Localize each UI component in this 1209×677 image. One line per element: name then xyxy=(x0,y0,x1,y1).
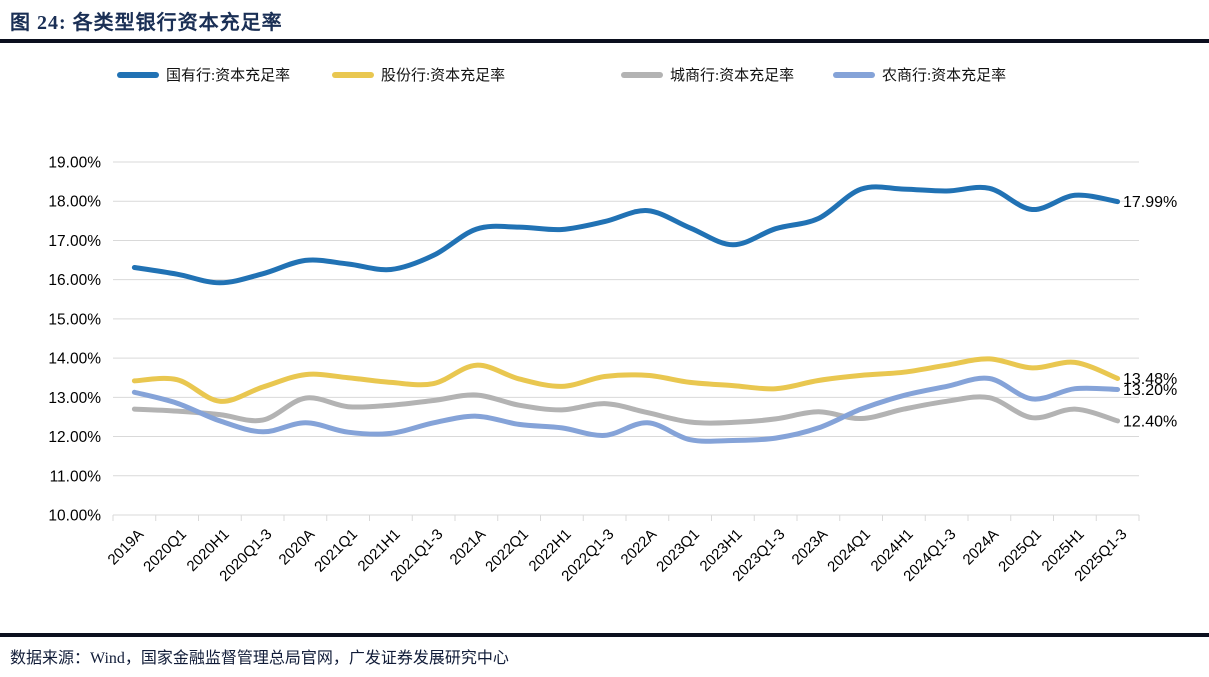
legend-item-state-owned-banks: 国有行:资本充足率 xyxy=(117,64,290,85)
y-axis-label-17: 17.00% xyxy=(48,233,101,250)
y-axis-label-19: 19.00% xyxy=(48,155,101,172)
y-axis-label-16: 16.00% xyxy=(48,272,101,289)
series-line-joint-stock-banks xyxy=(131,356,1121,404)
y-axis-label-13: 13.00% xyxy=(48,390,101,407)
y-axis-label-11: 11.00% xyxy=(50,468,102,485)
end-value-label-joint-stock-banks: 13.48% xyxy=(1123,371,1177,388)
end-value-label-city-commercial-banks: 12.40% xyxy=(1123,413,1177,430)
x-axis-label-2022Q1: 2022Q1 xyxy=(482,526,532,576)
legend-label-joint-stock-banks: 股份行:资本充足率 xyxy=(381,68,506,84)
legend-label-state-owned-banks: 国有行:资本充足率 xyxy=(166,68,291,84)
end-value-label-rural-commercial-banks: 13.20% xyxy=(1123,382,1177,399)
legend-swatch-rural-commercial-banks xyxy=(833,71,875,78)
legend-item-rural-commercial-banks: 农商行:资本充足率 xyxy=(833,64,1006,85)
x-axis-label-2023Q1: 2023Q1 xyxy=(653,526,703,576)
figure-title: 图 24: 各类型银行资本充足率 xyxy=(10,12,283,34)
series-line-state-owned-banks xyxy=(131,184,1121,286)
legend-item-joint-stock-banks: 股份行:资本充足率 xyxy=(332,64,505,85)
y-axis-label-15: 15.00% xyxy=(48,311,101,328)
x-axis-label-2025Q1: 2025Q1 xyxy=(995,526,1045,576)
legend-swatch-state-owned-banks xyxy=(117,71,159,78)
data-source-note: 数据来源：Wind，国家金融监督管理总局官网，广发证券发展研究中心 xyxy=(10,650,509,667)
y-axis-label-14: 14.00% xyxy=(48,351,101,368)
legend-swatch-city-commercial-banks xyxy=(621,71,663,78)
legend-label-city-commercial-banks: 城商行:资本充足率 xyxy=(670,68,795,84)
x-axis-label-2021Q1: 2021Q1 xyxy=(311,526,361,576)
series-line-rural-commercial-banks xyxy=(131,375,1121,444)
x-axis-label-2020Q1: 2020Q1 xyxy=(140,526,190,576)
y-axis-label-18: 18.00% xyxy=(48,194,101,211)
title-rule xyxy=(0,39,1209,43)
legend-swatch-joint-stock-banks xyxy=(332,71,374,78)
end-value-label-state-owned-banks: 17.99% xyxy=(1123,194,1177,211)
y-axis-label-12: 12.00% xyxy=(48,429,101,446)
series-line-city-commercial-banks xyxy=(131,392,1121,426)
legend-item-city-commercial-banks: 城商行:资本充足率 xyxy=(621,64,794,85)
x-axis-label-2024Q1: 2024Q1 xyxy=(824,526,874,576)
y-axis-label-10: 10.00% xyxy=(48,508,101,525)
footer-rule xyxy=(0,633,1209,637)
legend-label-rural-commercial-banks: 农商行:资本充足率 xyxy=(882,68,1007,84)
